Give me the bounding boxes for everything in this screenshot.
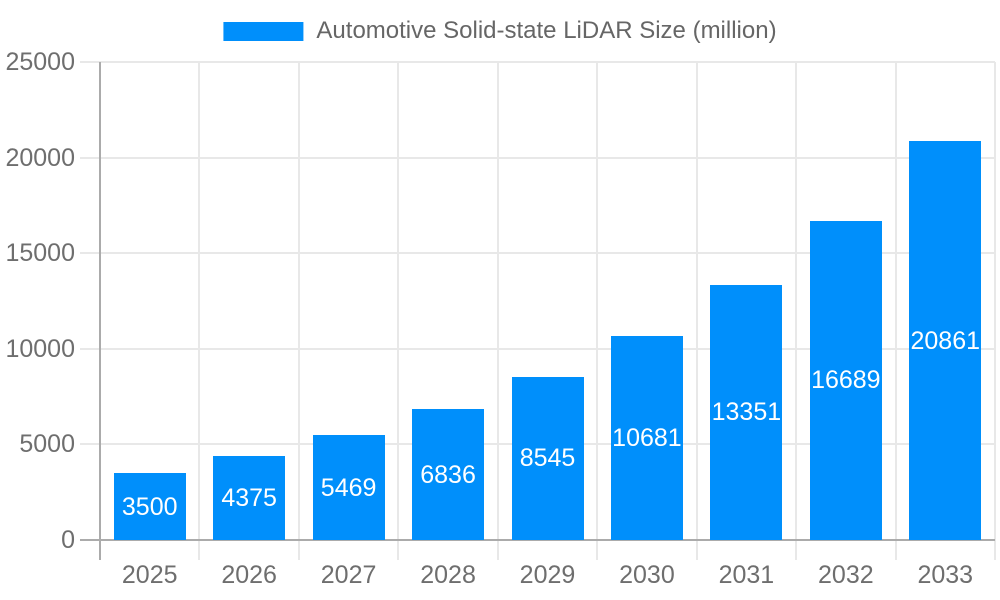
y-axis-line bbox=[99, 62, 101, 560]
bar[interactable]: 10681 bbox=[610, 335, 683, 540]
bar-value-label: 20861 bbox=[910, 326, 981, 355]
bar-value-label: 13351 bbox=[711, 398, 782, 427]
legend-item[interactable]: Automotive Solid-state LiDAR Size (milli… bbox=[223, 17, 777, 44]
legend-swatch bbox=[223, 21, 304, 41]
x-axis-category-label: 2030 bbox=[619, 561, 675, 589]
y-axis-tick-label: 10000 bbox=[5, 334, 75, 363]
bar-value-label: 16689 bbox=[811, 366, 881, 395]
bar-value-label: 4375 bbox=[221, 484, 277, 513]
x-axis-category-label: 2028 bbox=[420, 561, 476, 589]
bar-value-label: 8545 bbox=[519, 444, 576, 473]
bar[interactable]: 20861 bbox=[909, 141, 982, 540]
bar-value-label: 5469 bbox=[320, 473, 377, 502]
x-axis-category-label: 2032 bbox=[818, 561, 874, 589]
bar[interactable]: 16689 bbox=[809, 220, 882, 540]
x-axis-category-label: 2031 bbox=[718, 561, 775, 589]
y-axis-tick-label: 25000 bbox=[5, 48, 75, 76]
gridline-vertical bbox=[397, 62, 400, 560]
bar[interactable]: 5469 bbox=[312, 435, 385, 540]
gridline-horizontal bbox=[80, 156, 995, 159]
gridline-vertical bbox=[198, 62, 201, 560]
gridline-horizontal bbox=[80, 252, 995, 255]
bar-value-label: 3500 bbox=[121, 492, 178, 521]
x-axis-category-label: 2026 bbox=[221, 561, 277, 589]
bar[interactable]: 4375 bbox=[213, 456, 286, 540]
gridline-vertical bbox=[496, 62, 499, 560]
legend-label: Automotive Solid-state LiDAR Size (milli… bbox=[316, 17, 777, 44]
bar[interactable]: 6836 bbox=[412, 409, 485, 540]
gridline-horizontal bbox=[80, 61, 995, 63]
bar[interactable]: 8545 bbox=[511, 376, 584, 540]
gridline-vertical bbox=[894, 62, 897, 560]
gridline-vertical bbox=[994, 62, 996, 560]
bar[interactable]: 13351 bbox=[710, 284, 783, 540]
x-axis-category-label: 2027 bbox=[320, 561, 377, 589]
gridline-vertical bbox=[596, 62, 599, 560]
bar-value-label: 6836 bbox=[420, 460, 476, 489]
y-axis-tick-label: 15000 bbox=[5, 239, 75, 268]
y-axis-tick-label: 20000 bbox=[5, 143, 75, 172]
bar[interactable]: 3500 bbox=[113, 473, 186, 540]
y-axis-tick-label: 0 bbox=[61, 526, 75, 554]
gridline-horizontal bbox=[80, 347, 995, 350]
bar-value-label: 10681 bbox=[612, 423, 682, 452]
x-axis-category-label: 2033 bbox=[917, 561, 974, 589]
x-axis-category-label: 2029 bbox=[519, 561, 576, 589]
x-axis-category-label: 2025 bbox=[121, 561, 178, 589]
gridline-vertical bbox=[297, 62, 300, 560]
gridline-vertical bbox=[795, 62, 798, 560]
x-axis-line bbox=[80, 539, 995, 541]
gridline-vertical bbox=[695, 62, 698, 560]
y-axis-tick-label: 5000 bbox=[19, 430, 75, 459]
